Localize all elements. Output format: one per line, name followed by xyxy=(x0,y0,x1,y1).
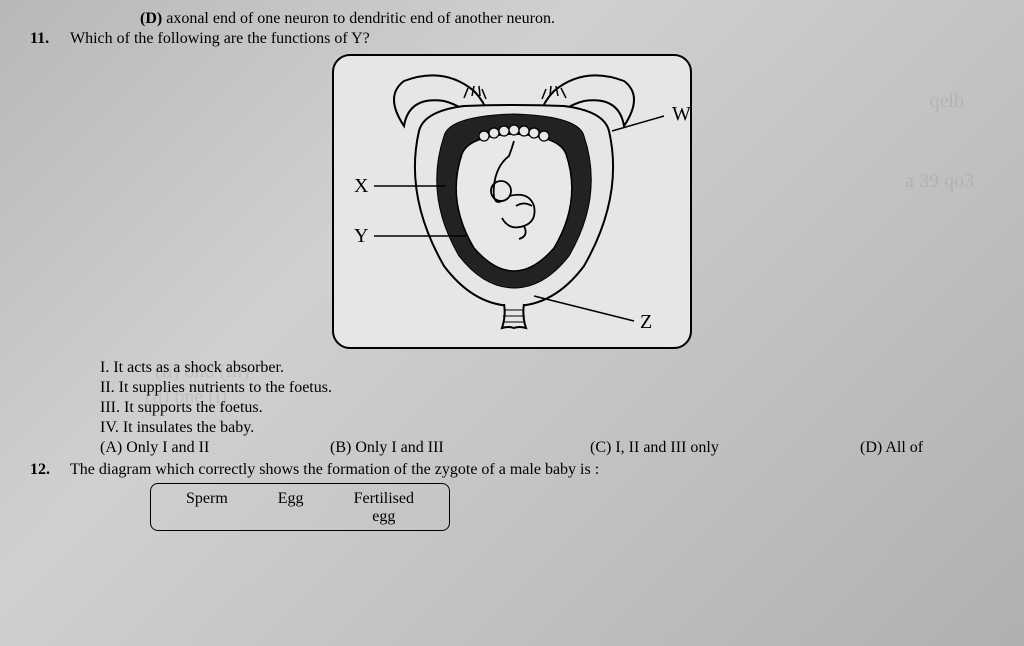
option-d: (D) All of xyxy=(860,439,970,457)
opt-label: (D) xyxy=(140,10,162,27)
zygote-table-header: Sperm Egg Fertilised egg xyxy=(150,483,450,531)
option-a: (A) Only I and II xyxy=(100,439,320,457)
options-row: (A) Only I and II (B) Only I and III (C)… xyxy=(30,439,994,457)
question-number: 11. xyxy=(30,30,70,48)
opt-text: axonal end of one neuron to dendritic en… xyxy=(166,10,555,27)
statement-i: I. It acts as a shock absorber. xyxy=(30,359,994,377)
question-prompt: The diagram which correctly shows the fo… xyxy=(70,461,994,479)
uterus-svg: W X Y Z xyxy=(334,56,694,351)
statement-iii: III. It supports the foetus. xyxy=(30,399,994,417)
label-z: Z xyxy=(640,311,652,333)
col-sperm: Sperm xyxy=(186,490,228,508)
question-number: 12. xyxy=(30,461,70,479)
col-fertilised: Fertilised egg xyxy=(354,490,414,527)
option-c: (C) I, II and III only xyxy=(590,439,850,457)
option-b: (B) Only I and III xyxy=(330,439,580,457)
question-prompt: Which of the following are the functions… xyxy=(70,30,994,48)
prev-option-d: (D) axonal end of one neuron to dendriti… xyxy=(30,10,994,28)
statement-iv: IV. It insulates the baby. xyxy=(30,419,994,437)
label-w: W xyxy=(672,103,691,125)
uterus-diagram: W X Y Z xyxy=(332,54,692,349)
question-12: 12. The diagram which correctly shows th… xyxy=(30,461,994,479)
question-11: 11. Which of the following are the funct… xyxy=(30,30,994,48)
col-egg: Egg xyxy=(278,490,304,508)
label-y: Y xyxy=(354,225,368,247)
statement-ii: II. It supplies nutrients to the foetus. xyxy=(30,379,994,397)
label-x: X xyxy=(354,175,369,197)
